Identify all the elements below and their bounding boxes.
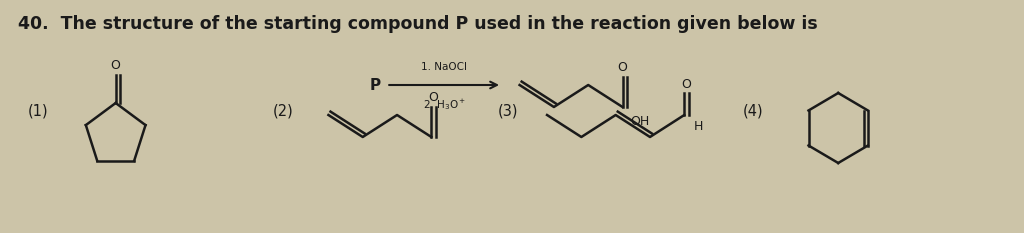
Text: 2. H$_3$O$^+$: 2. H$_3$O$^+$	[423, 97, 466, 112]
Text: 1. NaOCl: 1. NaOCl	[421, 62, 467, 72]
Text: O: O	[111, 59, 121, 72]
Text: (3): (3)	[498, 103, 518, 118]
Text: (2): (2)	[272, 103, 293, 118]
Text: (4): (4)	[743, 103, 764, 118]
Text: O: O	[428, 91, 438, 104]
Text: O: O	[681, 78, 691, 91]
Text: 40.  The structure of the starting compound P used in the reaction given below i: 40. The structure of the starting compou…	[17, 15, 817, 33]
Text: O: O	[617, 61, 628, 74]
Text: P: P	[370, 78, 380, 93]
Text: OH: OH	[631, 115, 649, 128]
Text: H: H	[694, 120, 703, 133]
Text: (1): (1)	[28, 103, 48, 118]
